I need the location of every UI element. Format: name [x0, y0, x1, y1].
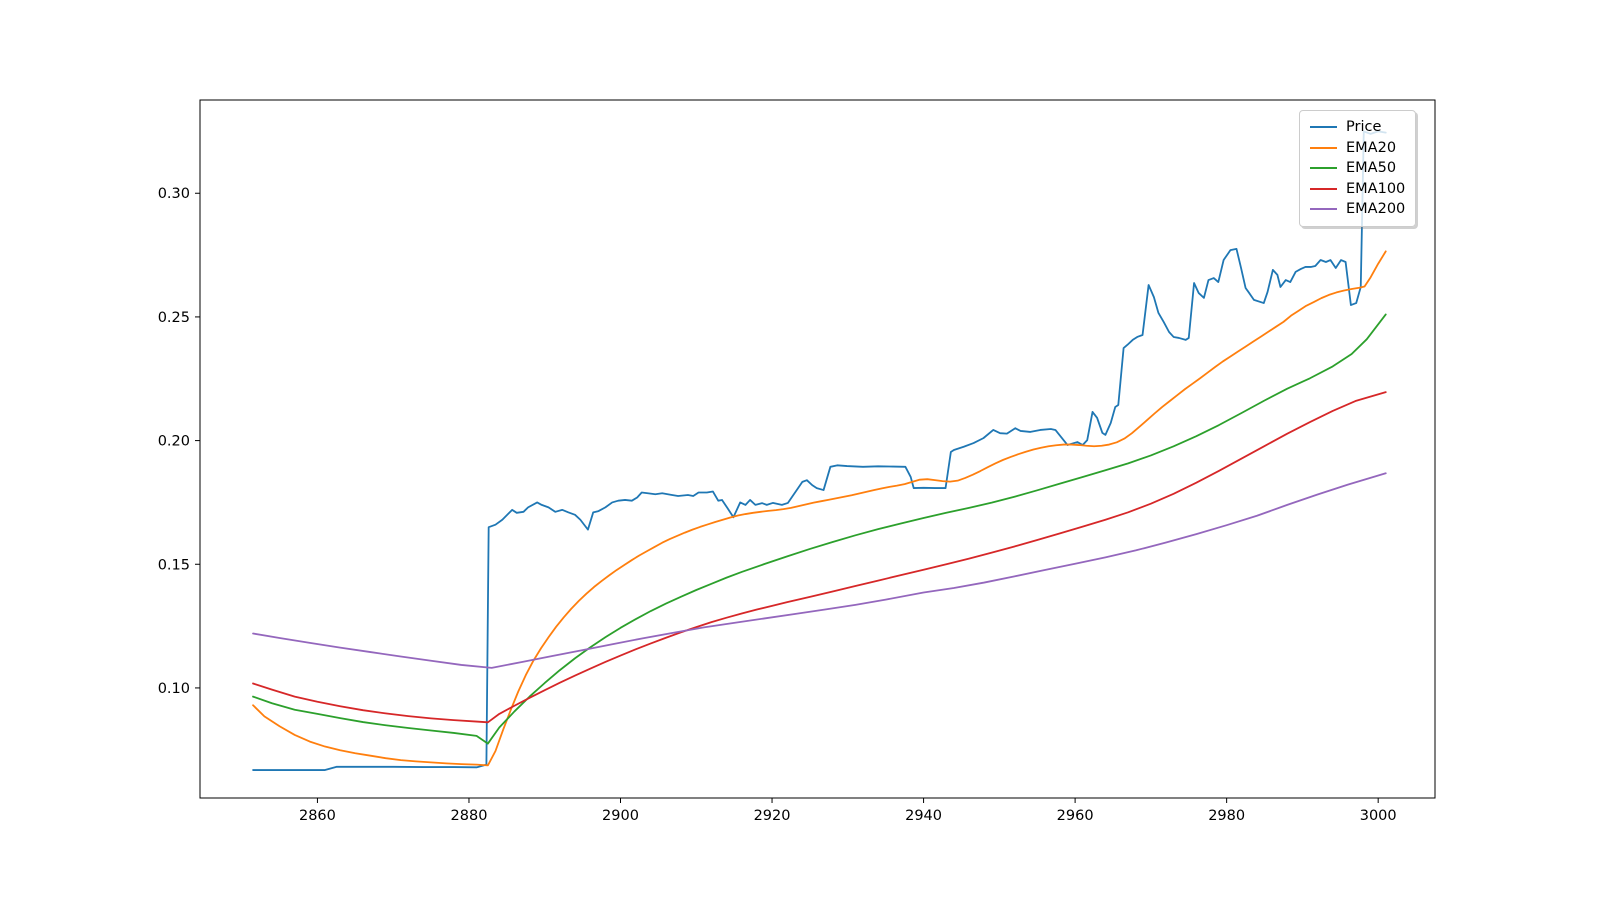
legend-line-sample [1310, 187, 1337, 190]
x-tick-label: 3000 [1360, 808, 1397, 824]
legend: Price EMA20 EMA50 EMA100 EMA200 [1299, 110, 1417, 227]
x-tick-label: 2980 [1208, 808, 1245, 824]
series-line-ema100 [252, 391, 1387, 724]
legend-item-ema20: EMA20 [1310, 138, 1405, 159]
legend-line-sample [1310, 208, 1337, 211]
y-tick-label: 0.25 [158, 310, 190, 326]
x-tick-label: 2960 [1057, 808, 1094, 824]
y-tick-label: 0.15 [158, 557, 190, 573]
series-line-price [252, 130, 1387, 771]
legend-item-price: Price [1310, 117, 1405, 138]
legend-item-ema50: EMA50 [1310, 158, 1405, 179]
x-tick-label: 2860 [299, 808, 336, 824]
x-tick-label: 2880 [451, 808, 488, 824]
x-tick-label: 2900 [602, 808, 639, 824]
legend-line-sample [1310, 146, 1337, 149]
series-line-ema200 [252, 472, 1387, 669]
legend-line-sample [1310, 167, 1337, 170]
series-line-ema50 [252, 313, 1387, 745]
legend-label: EMA100 [1346, 180, 1406, 197]
x-tick-label: 2940 [905, 808, 942, 824]
legend-label: EMA50 [1346, 160, 1397, 176]
legend-item-ema200: EMA200 [1310, 199, 1405, 220]
legend-label: Price [1346, 119, 1382, 135]
legend-label: EMA20 [1346, 139, 1397, 156]
legend-label: EMA200 [1346, 201, 1406, 217]
x-tick-label: 2920 [754, 808, 791, 824]
y-tick-label: 0.30 [158, 186, 190, 202]
y-tick-label: 0.20 [158, 434, 190, 450]
legend-item-ema100: EMA100 [1310, 179, 1405, 200]
y-tick-label: 0.10 [158, 681, 190, 697]
series-line-ema20 [252, 250, 1387, 767]
plot-border [199, 99, 1436, 799]
legend-line-sample [1310, 126, 1337, 129]
